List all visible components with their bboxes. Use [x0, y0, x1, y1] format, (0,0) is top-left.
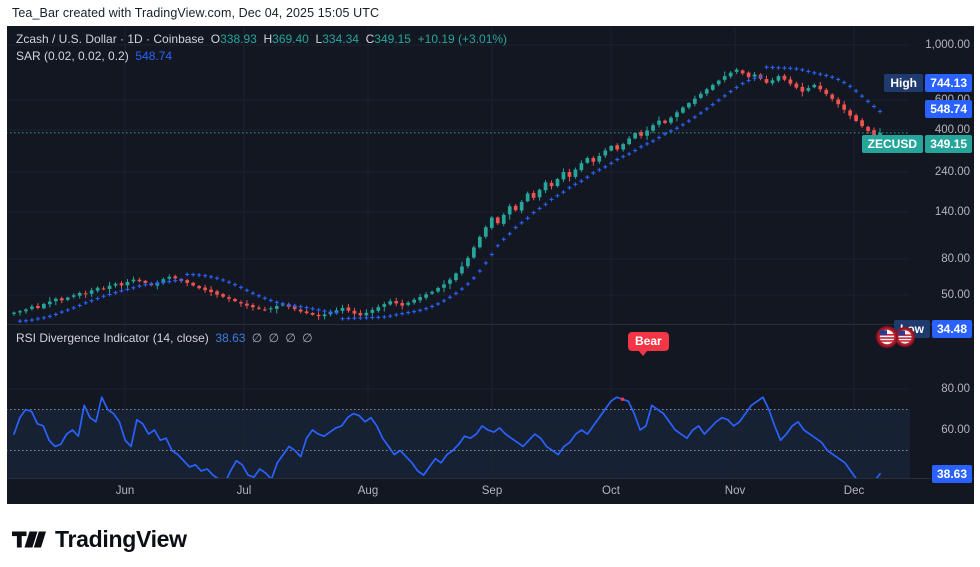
price-tick-label: 240.00 — [934, 166, 970, 178]
time-axis-label: Jul — [236, 485, 252, 497]
rsi-plot-area[interactable] — [6, 325, 910, 478]
caption-text: Tea_Bar created with TradingView.com, De… — [12, 6, 380, 20]
bear-divergence-label[interactable]: Bear — [628, 332, 669, 356]
price-tick-label: 50.00 — [941, 289, 970, 301]
time-axis-label: Dec — [843, 485, 865, 497]
rsi-tick-label: 80.00 — [941, 383, 970, 395]
price-plot-area[interactable] — [6, 26, 910, 324]
time-axis-label: Nov — [724, 485, 746, 497]
price-axis[interactable]: 1,000.00 600.00 400.00 240.00 140.00 80.00 50.… — [910, 26, 974, 324]
price-tick-label: 1,000.00 — [925, 39, 970, 51]
time-axis-label: Oct — [602, 485, 620, 497]
tradingview-logo-icon — [12, 531, 46, 547]
rsi-line-svg — [6, 325, 910, 478]
price-tick-label: 140.00 — [934, 206, 970, 218]
us-flag-badge-group — [874, 326, 918, 353]
price-tick-label: 400.00 — [934, 124, 970, 136]
rsi-pane[interactable]: RSI Divergence Indicator (14, close) 38.… — [6, 325, 974, 483]
price-candlestick-svg — [6, 26, 910, 324]
time-axis-label: Jun — [115, 485, 135, 497]
rsi-axis[interactable]: 80.00 60.00 — [910, 325, 974, 478]
chart-frame: Zcash / U.S. Dollar · 1D · Coinbase O338… — [6, 26, 974, 504]
rsi-tick-label: 60.00 — [941, 424, 970, 436]
tradingview-wordmark: TradingView — [55, 526, 187, 552]
left-white-gutter — [0, 26, 7, 504]
time-axis-label: Aug — [357, 485, 379, 497]
price-pane[interactable]: Zcash / U.S. Dollar · 1D · Coinbase O338… — [6, 26, 974, 348]
price-tick-label: 600.00 — [934, 94, 970, 106]
price-tick-label: 80.00 — [941, 253, 970, 265]
footer-branding: TradingView — [12, 526, 187, 553]
pane-divider — [6, 324, 974, 325]
time-axis-label: Sep — [481, 485, 503, 497]
time-axis[interactable]: Jun Jul Aug Sep Oct Nov Dec — [6, 478, 974, 504]
